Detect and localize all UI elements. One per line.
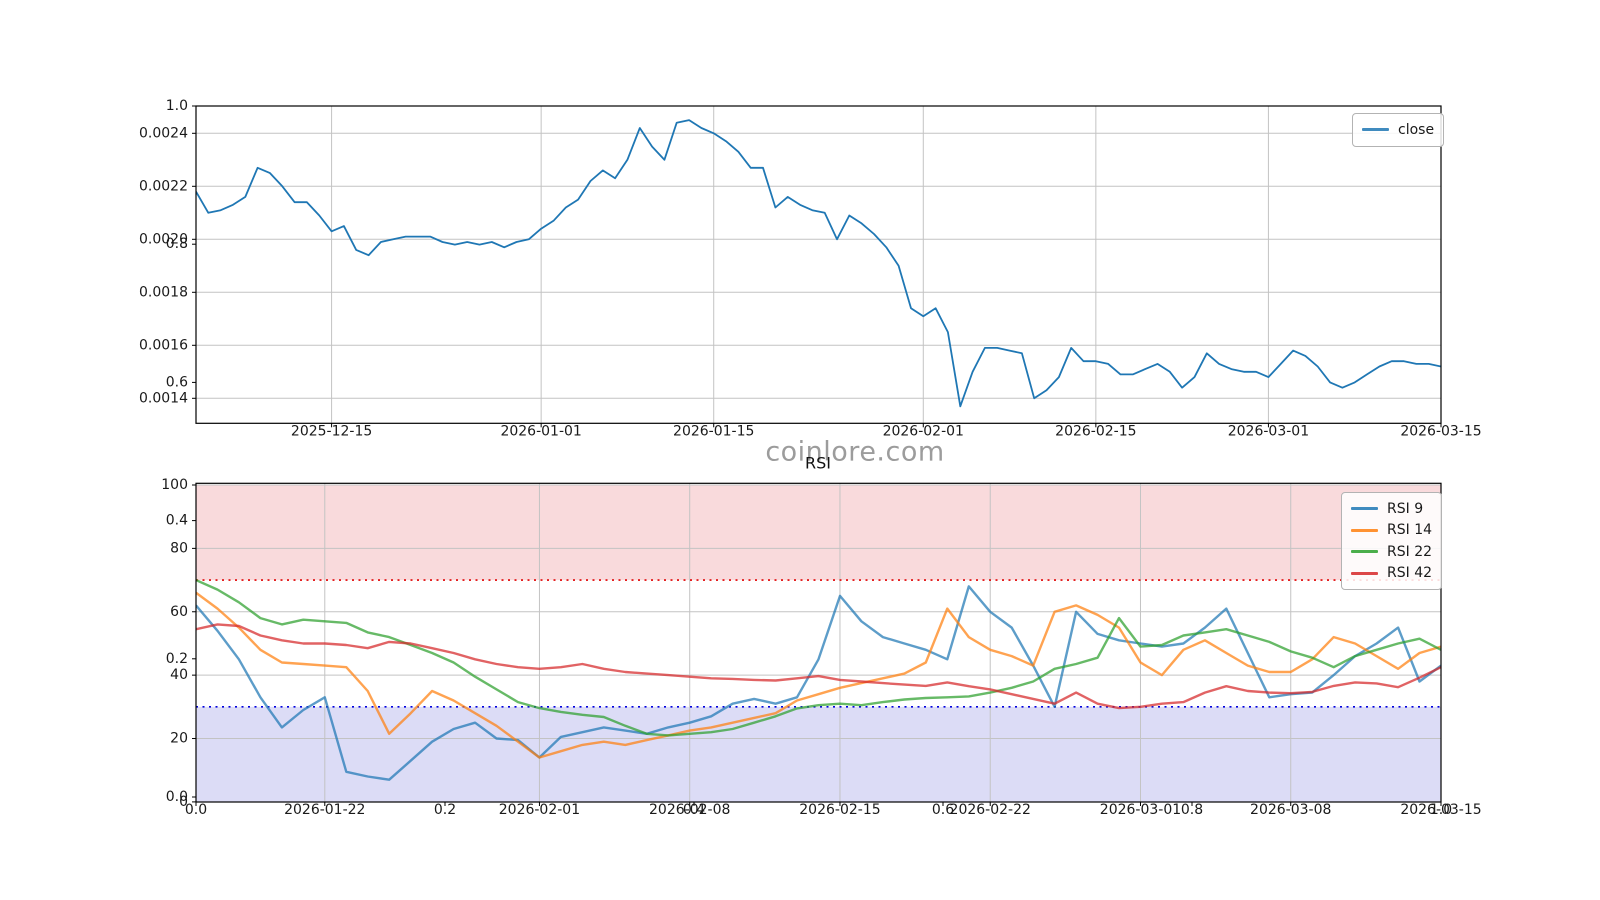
overlay-y-tick-label: 1.0 — [166, 98, 188, 114]
overlay-y-tick-label: 0.0 — [166, 789, 188, 805]
legend-item-rsi22: RSI 22 — [1351, 541, 1432, 563]
rsi-x-tick-label: 2026-03-15 — [1400, 802, 1481, 818]
rsi-y-tick-label: 60 — [170, 604, 188, 620]
price-y-tick-label: 0.0014 — [139, 390, 188, 406]
legend-item-rsi9: RSI 9 — [1351, 498, 1432, 520]
rsi-x-tick-label: 2026-03-01 — [1100, 802, 1181, 818]
overlay-x-tick-label: 0.8 — [1181, 802, 1203, 818]
legend-item-rsi14: RSI 14 — [1351, 520, 1432, 542]
overlay-x-tick-label: 0.6 — [932, 802, 954, 818]
legend-item-close: close — [1362, 119, 1434, 141]
price-x-tick-label: 2026-01-01 — [500, 424, 581, 440]
watermark: coinlore.com — [765, 436, 945, 468]
price-y-tick-label: 0.0022 — [139, 178, 188, 194]
rsi-line-rsi-42 — [196, 623, 1441, 710]
overlay-x-tick-label: 1.0 — [1430, 802, 1452, 818]
legend-label-rsi14: RSI 14 — [1387, 522, 1433, 539]
price-y-tick-label: 0.0018 — [139, 284, 188, 300]
oversold-zone — [196, 706, 1441, 802]
overbought-zone — [196, 485, 1441, 581]
price-x-tick-label: 2026-01-15 — [673, 424, 754, 440]
price-x-tick-label: 2026-03-01 — [1228, 424, 1309, 440]
rsi-y-tick-label: 0 — [179, 794, 188, 810]
legend-label-rsi9: RSI 9 — [1387, 500, 1424, 517]
price-plot-border — [195, 105, 1442, 424]
overlay-x-tick-label: 0.4 — [683, 802, 705, 818]
overlay-y-tick-label: 0.2 — [166, 651, 188, 667]
rsi-line-rsi-9 — [196, 585, 1441, 781]
overlay-x-tick-label: 0.2 — [434, 802, 456, 818]
rsi-x-tick-label: 2026-01-22 — [284, 802, 365, 818]
rsi-y-tick-label: 100 — [161, 477, 188, 493]
price-x-tick-label: 2025-12-15 — [291, 424, 372, 440]
overlay-y-tick-label: 0.6 — [166, 374, 188, 390]
legend-label-rsi22: RSI 22 — [1387, 543, 1433, 560]
rsi-line-rsi-14 — [196, 591, 1441, 759]
rsi-y-tick-label: 80 — [170, 540, 188, 556]
price-y-tick-label: 0.0020 — [139, 231, 188, 247]
overlay-y-tick-label: 0.4 — [166, 513, 188, 529]
rsi9-line-swatch — [1351, 507, 1378, 511]
overlay-x-tick-label: 0.0 — [185, 802, 207, 818]
rsi-x-tick-label: 2026-02-08 — [649, 802, 730, 818]
price-x-tick-label: 2026-02-01 — [883, 424, 964, 440]
legend-label-close: close — [1398, 121, 1435, 138]
price-y-tick-label: 0.0016 — [139, 337, 188, 353]
rsi-chart-title: RSI — [805, 453, 831, 473]
rsi-x-tick-label: 2026-02-15 — [799, 802, 880, 818]
rsi22-line-swatch — [1351, 550, 1378, 554]
close-line-swatch — [1362, 128, 1389, 132]
rsi-plot-border — [195, 482, 1442, 803]
legend-label-rsi42: RSI 42 — [1387, 565, 1433, 582]
rsi-y-tick-label: 20 — [170, 731, 188, 747]
price-legend: close — [1352, 113, 1445, 147]
price-y-tick-label: 0.0024 — [139, 125, 188, 141]
price-x-tick-label: 2026-02-15 — [1055, 424, 1136, 440]
rsi-x-tick-label: 2026-02-22 — [950, 802, 1031, 818]
rsi-y-tick-label: 40 — [170, 667, 188, 683]
legend-item-rsi42: RSI 42 — [1351, 563, 1432, 585]
rsi-x-tick-label: 2026-02-01 — [499, 802, 580, 818]
rsi-legend: RSI 9 RSI 14 RSI 22 RSI 42 — [1341, 492, 1443, 590]
rsi-x-tick-label: 2026-03-08 — [1250, 802, 1331, 818]
rsi14-line-swatch — [1351, 528, 1378, 532]
rsi42-line-swatch — [1351, 571, 1378, 575]
price-x-tick-label: 2026-03-15 — [1400, 424, 1481, 440]
overlay-y-tick-label: 0.8 — [166, 236, 188, 252]
close-line — [196, 119, 1441, 408]
